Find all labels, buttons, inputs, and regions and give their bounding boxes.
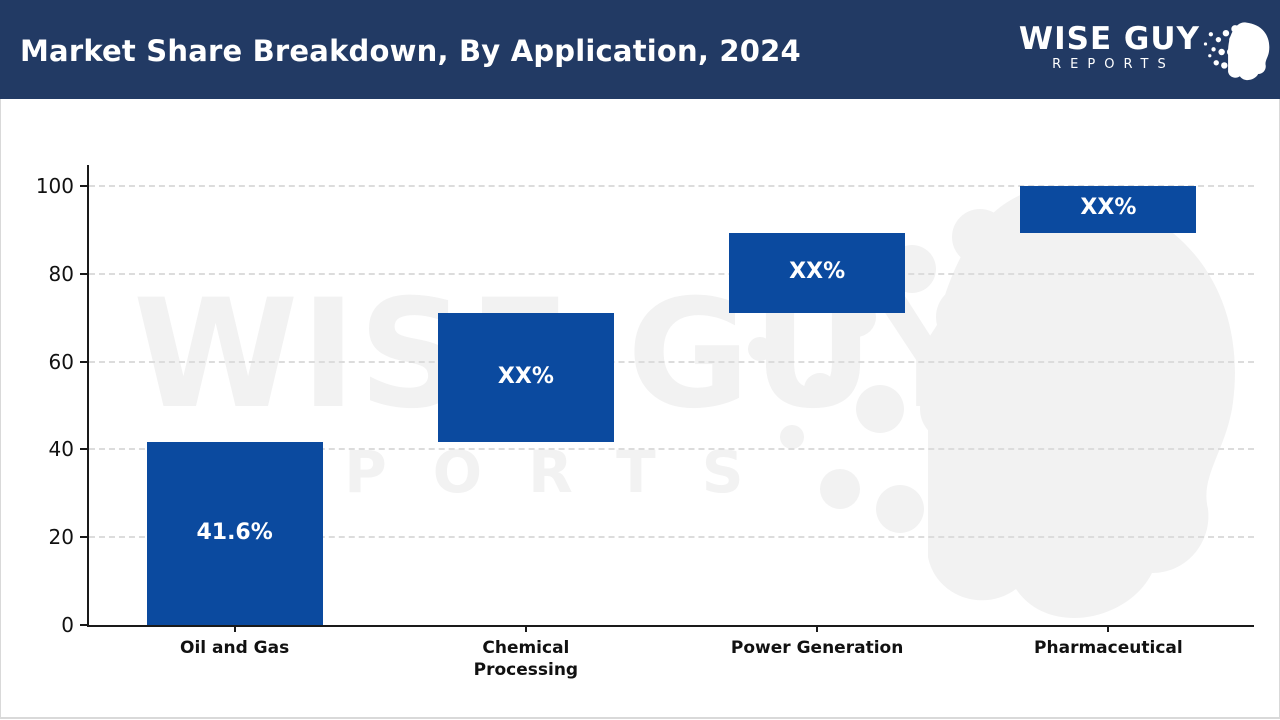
- y-tick-label: 60: [48, 349, 74, 374]
- y-tick-label: 80: [48, 261, 74, 286]
- gridline-y-60: [89, 360, 1254, 363]
- head-silhouette-icon: [1203, 22, 1270, 81]
- bar-chemical-processing: [437, 312, 614, 443]
- x-tick-label: Chemical Processing: [473, 638, 579, 680]
- x-axis-spine: [87, 625, 1254, 627]
- page-border-bottom: [0, 717, 1280, 719]
- bar-value-label: XX%: [789, 258, 846, 284]
- gridline-y-20: [89, 536, 1254, 539]
- y-tick-label: 0: [61, 613, 74, 637]
- brand-subname: REPORTS: [1052, 57, 1175, 72]
- page-border-left: [0, 99, 1, 719]
- x-tick-mark: [524, 625, 527, 632]
- y-tick-label: 20: [48, 525, 74, 550]
- brand-logo: WISE GUY REPORTS: [1010, 4, 1270, 96]
- bar-value-label: XX%: [1080, 195, 1137, 221]
- page-title: Market Share Breakdown, By Application, …: [20, 34, 801, 68]
- bar-pharmaceutical: [1020, 186, 1197, 233]
- y-tick-mark: [80, 185, 89, 187]
- watermark-head-icon: [748, 189, 1235, 618]
- y-tick-mark: [80, 448, 89, 451]
- x-tick-label: Power Generation: [730, 638, 904, 658]
- bar-oil-and-gas: [146, 442, 323, 625]
- x-tick-mark: [233, 625, 236, 632]
- y-tick-mark: [80, 624, 89, 626]
- y-axis-spine: [87, 165, 89, 627]
- brand-name: WISE GUY: [1018, 21, 1200, 57]
- y-tick-label: 40: [48, 437, 74, 462]
- gridline-y-100: [89, 185, 1254, 187]
- y-tick-label: 100: [35, 174, 74, 198]
- y-tick-mark: [80, 272, 89, 275]
- brand-logo-text: WISE GUY REPORTS: [1019, 22, 1200, 73]
- x-tick-label: Pharmaceutical: [1034, 638, 1183, 658]
- x-tick-mark: [1107, 625, 1110, 632]
- x-tick-label: Oil and Gas: [180, 638, 290, 658]
- x-tick-mark: [816, 625, 819, 632]
- y-tick-mark: [80, 360, 89, 363]
- gridline-y-40: [89, 448, 1254, 451]
- header-banner: Market Share Breakdown, By Application, …: [0, 0, 1280, 99]
- bar-value-label: XX%: [497, 363, 554, 389]
- bar-power-generation: [729, 232, 906, 313]
- chart-area: WISE GUY REPORTS 0 20 40 60 80 100 41.6% XX% XX%…: [0, 99, 1280, 717]
- bar-value-label: 41.6%: [196, 519, 273, 545]
- y-tick-mark: [80, 536, 89, 539]
- gridline-y-80: [89, 272, 1254, 275]
